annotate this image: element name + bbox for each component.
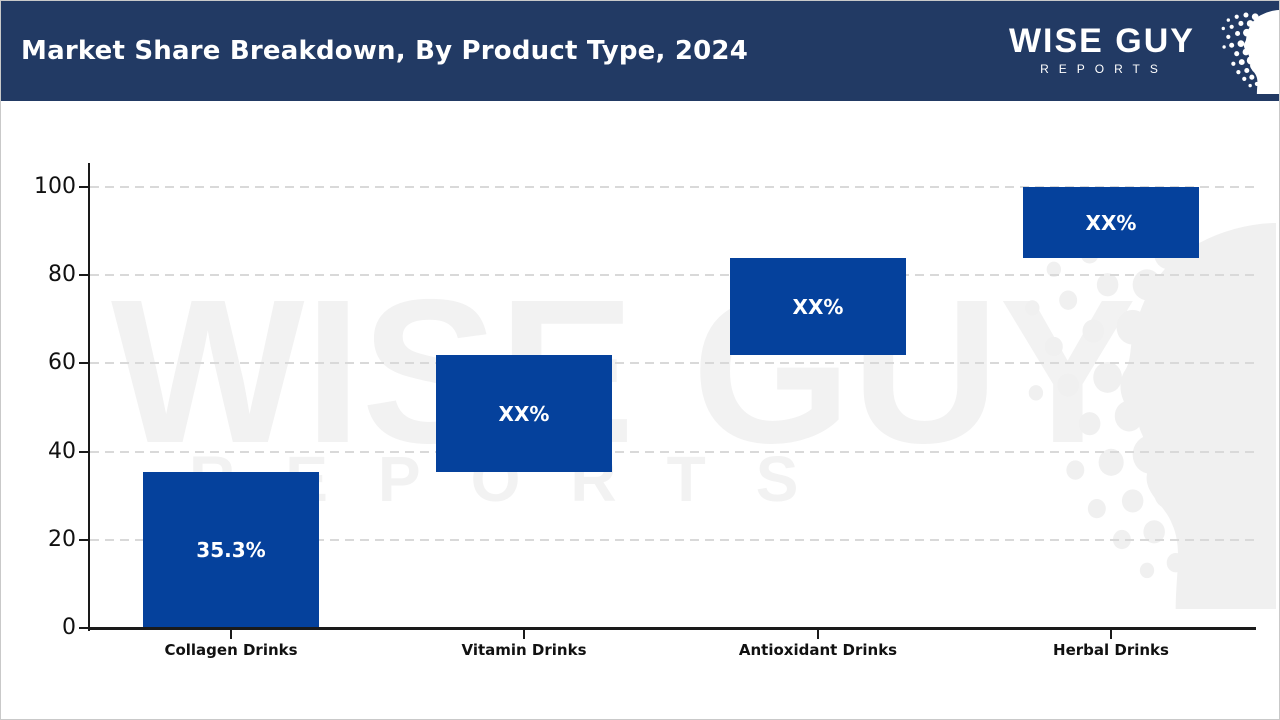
bar-segment: XX%: [436, 355, 612, 473]
y-axis-tick: [79, 274, 88, 277]
y-axis-tick: [79, 627, 88, 629]
x-axis-category-label: Vitamin Drinks: [461, 641, 587, 659]
bar-value-label: 35.3%: [196, 538, 266, 563]
x-axis-tick: [230, 630, 232, 639]
x-axis-line: [88, 627, 1256, 630]
watermark-face-dots: [1025, 234, 1208, 579]
watermark-face-icon: [1025, 223, 1276, 609]
bar-value-label: XX%: [1085, 210, 1137, 235]
brand-subtitle-text: REPORTS: [1040, 62, 1168, 76]
header-bar: Market Share Breakdown, By Product Type,…: [1, 1, 1279, 101]
y-axis-tick: [79, 186, 88, 188]
brand-logo: WISE GUY REPORTS: [1009, 10, 1279, 94]
y-axis-line: [88, 163, 90, 631]
y-axis-tick-label: 0: [62, 615, 76, 640]
bar-value-label: XX%: [792, 294, 844, 319]
y-axis-tick-label: 80: [48, 262, 76, 288]
gridline: [90, 450, 1256, 453]
brand-face-dots: [1221, 12, 1265, 88]
y-axis-tick-label: 60: [48, 350, 76, 376]
gridline: [90, 362, 1256, 365]
chart-area: WISE GUY REPORTS 0 20 40 60 80 100 35.3% XX% XX%…: [1, 101, 1279, 719]
brand-name-text: WISE GUY: [1008, 22, 1195, 60]
chart-title: Market Share Breakdown, By Product Type,…: [21, 36, 748, 66]
bar-value-label: XX%: [498, 401, 550, 426]
y-axis-tick: [79, 450, 88, 453]
brand-face-icon: [1221, 10, 1279, 94]
y-axis-tick: [79, 362, 88, 365]
y-axis-tick: [79, 538, 88, 541]
gridline: [90, 274, 1256, 277]
bar-segment: XX%: [1023, 187, 1199, 258]
x-axis-category-label: Herbal Drinks: [1053, 641, 1169, 659]
brand-wordmark: WISE GUY REPORTS: [1009, 24, 1195, 76]
gridline: [90, 186, 1256, 188]
x-axis-category-label: Antioxidant Drinks: [738, 641, 898, 659]
y-axis-tick-label: 100: [34, 174, 76, 199]
gridline: [90, 538, 1256, 541]
x-axis-tick: [817, 630, 819, 639]
y-axis-tick-label: 20: [48, 526, 76, 552]
watermark-wordmark: WISE GUY: [111, 257, 1137, 486]
y-axis-tick-label: 40: [48, 438, 76, 464]
x-axis-category-label: Collagen Drinks: [164, 641, 298, 659]
x-axis-tick: [1110, 630, 1112, 639]
bar-segment: XX%: [730, 258, 906, 356]
x-axis-tick: [523, 630, 525, 639]
bar-segment: 35.3%: [143, 472, 319, 628]
